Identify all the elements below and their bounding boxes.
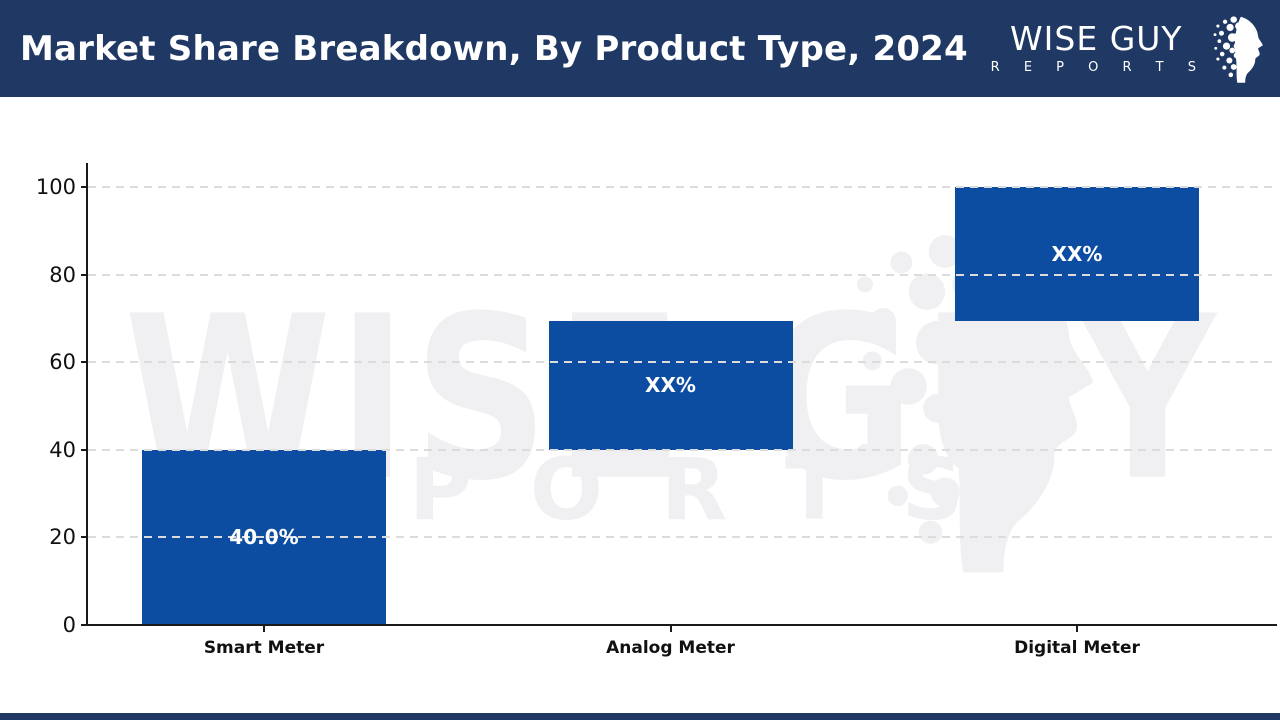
y-gridline: [88, 186, 1277, 188]
bar-value-label: XX%: [1051, 241, 1103, 266]
y-tick: [81, 361, 88, 364]
y-tick-label: 100: [35, 175, 76, 199]
y-tick-label: 60: [49, 350, 76, 375]
y-tick-label: 20: [49, 525, 76, 550]
x-axis-category-label: Digital Meter: [1014, 638, 1140, 658]
logo-text: WISE GUY R E P O R T S: [987, 22, 1206, 75]
y-tick: [81, 186, 88, 188]
x-axis: [86, 624, 1277, 626]
y-tick-label: 40: [49, 437, 76, 462]
logo-head-icon: [1210, 9, 1266, 89]
page-title: Market Share Breakdown, By Product Type,…: [20, 28, 968, 69]
x-tick: [263, 625, 265, 632]
logo-reports-label: R E P O R T S: [990, 60, 1206, 75]
y-gridline: [88, 273, 1277, 276]
y-gridline: [88, 448, 1277, 451]
bar: [548, 320, 793, 450]
y-tick-label: 0: [62, 613, 76, 637]
y-gridline: [88, 361, 1277, 364]
logo: WISE GUY R E P O R T S: [987, 9, 1266, 89]
bar: [955, 187, 1199, 321]
y-axis: [86, 163, 88, 626]
x-tick: [1076, 625, 1078, 632]
logo-wordmark: WISE GUY: [1010, 19, 1183, 58]
bar-value-label: 40.0%: [229, 525, 299, 550]
y-tick: [81, 624, 88, 626]
header: Market Share Breakdown, By Product Type,…: [0, 0, 1280, 97]
y-tick: [81, 273, 88, 276]
y-tick: [81, 448, 88, 451]
x-axis-category-label: Analog Meter: [606, 638, 735, 658]
y-tick: [81, 536, 88, 539]
y-gridline: [88, 536, 1277, 539]
y-tick-label: 80: [49, 262, 76, 287]
x-tick: [669, 625, 672, 632]
footer-stripe: [0, 713, 1280, 720]
bar-value-label: XX%: [645, 373, 696, 398]
x-axis-category-label: Smart Meter: [203, 638, 325, 658]
